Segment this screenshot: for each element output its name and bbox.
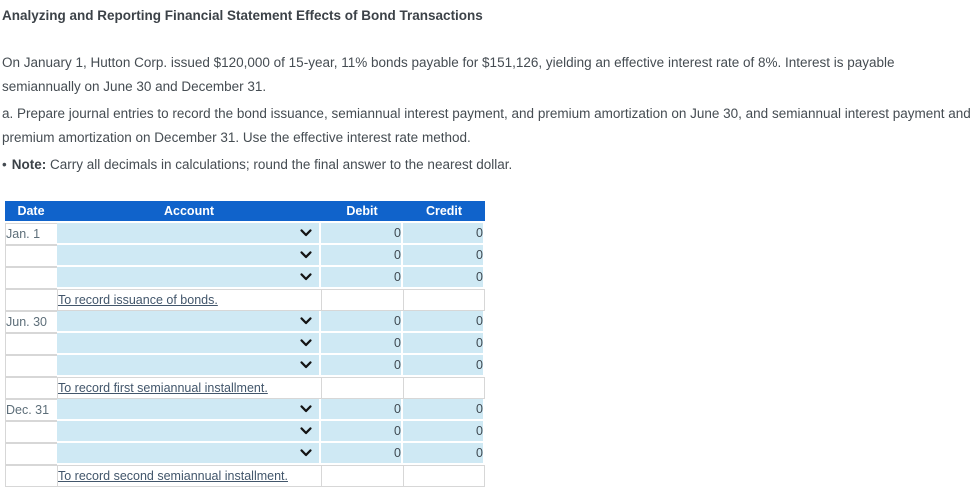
account-select[interactable] bbox=[57, 245, 321, 267]
table-row: Jan. 1 0 0 bbox=[5, 223, 485, 245]
credit-input-cell[interactable]: 0 bbox=[403, 223, 485, 245]
chevron-down-icon bbox=[300, 317, 312, 325]
column-header-date: Date bbox=[5, 201, 57, 223]
chevron-down-icon bbox=[300, 449, 312, 457]
credit-input-cell[interactable]: 0 bbox=[403, 267, 485, 289]
account-select[interactable] bbox=[57, 399, 321, 421]
credit-input-cell[interactable]: 0 bbox=[403, 311, 485, 333]
date-cell bbox=[5, 333, 57, 355]
table-row: 0 0 bbox=[5, 421, 485, 443]
table-row: To record issuance of bonds. bbox=[5, 289, 485, 311]
debit-input-cell[interactable]: 0 bbox=[321, 267, 403, 289]
date-cell: Jan. 1 bbox=[5, 223, 57, 245]
credit-input-cell[interactable]: 0 bbox=[403, 333, 485, 355]
chevron-down-icon bbox=[300, 405, 312, 413]
account-select[interactable] bbox=[57, 421, 321, 443]
date-cell bbox=[5, 465, 57, 487]
chevron-down-icon bbox=[300, 251, 312, 259]
table-row: To record first semiannual installment. bbox=[5, 377, 485, 399]
debit-input-cell[interactable]: 0 bbox=[321, 223, 403, 245]
table-row: 0 0 bbox=[5, 333, 485, 355]
page-title: Analyzing and Reporting Financial Statem… bbox=[2, 8, 483, 23]
instruction-a: a. Prepare journal entries to record the… bbox=[2, 106, 971, 145]
account-select[interactable] bbox=[57, 355, 321, 377]
date-cell bbox=[5, 355, 57, 377]
debit-input-cell[interactable]: 0 bbox=[321, 443, 403, 465]
memo-cell: To record issuance of bonds. bbox=[57, 289, 321, 311]
credit-input-cell[interactable]: 0 bbox=[403, 399, 485, 421]
bullet-icon: • bbox=[2, 157, 7, 172]
account-select[interactable] bbox=[57, 311, 321, 333]
credit-empty-cell bbox=[403, 289, 485, 311]
credit-empty-cell bbox=[403, 377, 485, 399]
debit-empty-cell bbox=[321, 289, 403, 311]
chevron-down-icon bbox=[300, 339, 312, 347]
problem-statement: On January 1, Hutton Corp. issued $120,0… bbox=[2, 55, 895, 94]
chevron-down-icon bbox=[300, 427, 312, 435]
date-cell bbox=[5, 289, 57, 311]
column-header-debit: Debit bbox=[321, 201, 403, 223]
debit-empty-cell bbox=[321, 377, 403, 399]
date-cell: Dec. 31 bbox=[5, 399, 57, 421]
debit-input-cell[interactable]: 0 bbox=[321, 399, 403, 421]
journal-table-header: Date Account Debit Credit bbox=[5, 201, 485, 223]
debit-input-cell[interactable]: 0 bbox=[321, 333, 403, 355]
credit-input-cell[interactable]: 0 bbox=[403, 355, 485, 377]
table-row: 0 0 bbox=[5, 355, 485, 377]
account-select[interactable] bbox=[57, 333, 321, 355]
chevron-down-icon bbox=[300, 273, 312, 281]
table-row: 0 0 bbox=[5, 245, 485, 267]
memo-text: To record second semiannual installment. bbox=[58, 469, 288, 483]
date-cell bbox=[5, 245, 57, 267]
credit-input-cell[interactable]: 0 bbox=[403, 421, 485, 443]
debit-input-cell[interactable]: 0 bbox=[321, 421, 403, 443]
journal-entry-table: Date Account Debit Credit Jan. 1 0 0 bbox=[5, 201, 485, 487]
memo-cell: To record second semiannual installment. bbox=[57, 465, 321, 487]
table-row: 0 0 bbox=[5, 267, 485, 289]
account-select[interactable] bbox=[57, 267, 321, 289]
note-line: • Note: Carry all decimals in calculation… bbox=[2, 153, 978, 177]
memo-text: To record issuance of bonds. bbox=[58, 293, 218, 307]
date-cell: Jun. 30 bbox=[5, 311, 57, 333]
debit-empty-cell bbox=[321, 465, 403, 487]
table-row: To record second semiannual installment. bbox=[5, 465, 485, 487]
chevron-down-icon bbox=[300, 229, 312, 237]
account-select[interactable] bbox=[57, 443, 321, 465]
memo-text: To record first semiannual installment. bbox=[58, 381, 268, 395]
date-cell bbox=[5, 267, 57, 289]
credit-input-cell[interactable]: 0 bbox=[403, 443, 485, 465]
account-select[interactable] bbox=[57, 223, 321, 245]
table-row: Jun. 30 0 0 bbox=[5, 311, 485, 333]
debit-input-cell[interactable]: 0 bbox=[321, 311, 403, 333]
credit-input-cell[interactable]: 0 bbox=[403, 245, 485, 267]
table-row: 0 0 bbox=[5, 443, 485, 465]
memo-cell: To record first semiannual installment. bbox=[57, 377, 321, 399]
date-cell bbox=[5, 377, 57, 399]
note-label: Note: bbox=[11, 157, 47, 172]
column-header-account: Account bbox=[57, 201, 321, 223]
date-cell bbox=[5, 421, 57, 443]
date-cell bbox=[5, 443, 57, 465]
debit-input-cell[interactable]: 0 bbox=[321, 355, 403, 377]
credit-empty-cell bbox=[403, 465, 485, 487]
note-text: Carry all decimals in calculations; roun… bbox=[50, 157, 513, 172]
column-header-credit: Credit bbox=[403, 201, 485, 223]
table-row: Dec. 31 0 0 bbox=[5, 399, 485, 421]
debit-input-cell[interactable]: 0 bbox=[321, 245, 403, 267]
chevron-down-icon bbox=[300, 361, 312, 369]
